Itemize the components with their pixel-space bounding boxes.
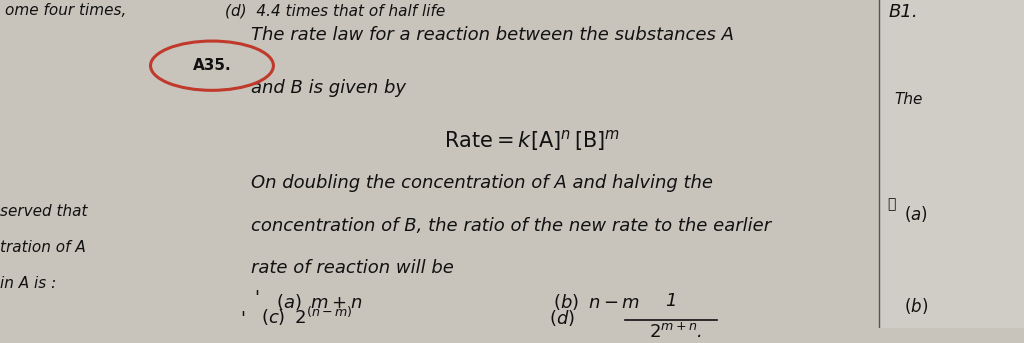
Text: ome four times,: ome four times, bbox=[5, 3, 127, 18]
Text: The rate law for a reaction between the substances A: The rate law for a reaction between the … bbox=[251, 26, 734, 44]
Text: (d)  4.4 times that of half life: (d) 4.4 times that of half life bbox=[225, 3, 445, 18]
Text: served that: served that bbox=[0, 204, 87, 218]
Text: $2^{m+n}$.: $2^{m+n}$. bbox=[649, 322, 702, 342]
Text: in A is :: in A is : bbox=[0, 276, 56, 291]
Text: $(c)\;\;2^{(n-m)}$: $(c)\;\;2^{(n-m)}$ bbox=[261, 305, 353, 329]
Text: On doubling the concentration of A and halving the: On doubling the concentration of A and h… bbox=[251, 174, 713, 192]
Text: concentration of B, the ratio of the new rate to the earlier: concentration of B, the ratio of the new… bbox=[251, 217, 771, 235]
Text: and B is given by: and B is given by bbox=[251, 79, 406, 97]
Text: $(a)\;\;m+n$: $(a)\;\;m+n$ bbox=[276, 292, 364, 312]
Text: tration of A: tration of A bbox=[0, 240, 86, 255]
Text: 1: 1 bbox=[665, 292, 677, 310]
Text: $(d)$: $(d)$ bbox=[549, 308, 574, 329]
Text: ': ' bbox=[254, 289, 259, 307]
Text: A35.: A35. bbox=[193, 58, 231, 73]
Text: $(b)$: $(b)$ bbox=[904, 296, 929, 316]
Text: B1.: B1. bbox=[889, 3, 919, 21]
Text: $(b)\;\;n-m$: $(b)\;\;n-m$ bbox=[553, 292, 640, 312]
Text: ': ' bbox=[241, 310, 246, 329]
FancyBboxPatch shape bbox=[879, 0, 1024, 329]
Text: The: The bbox=[894, 92, 923, 107]
Text: $(a)$: $(a)$ bbox=[904, 204, 928, 224]
Text: $\mathrm{Rate} = k[\mathrm{A}]^n\,[\mathrm{B}]^m$: $\mathrm{Rate} = k[\mathrm{A}]^n\,[\math… bbox=[444, 128, 621, 153]
Text: rate of reaction will be: rate of reaction will be bbox=[251, 259, 454, 277]
Text: ⤷: ⤷ bbox=[887, 197, 895, 211]
